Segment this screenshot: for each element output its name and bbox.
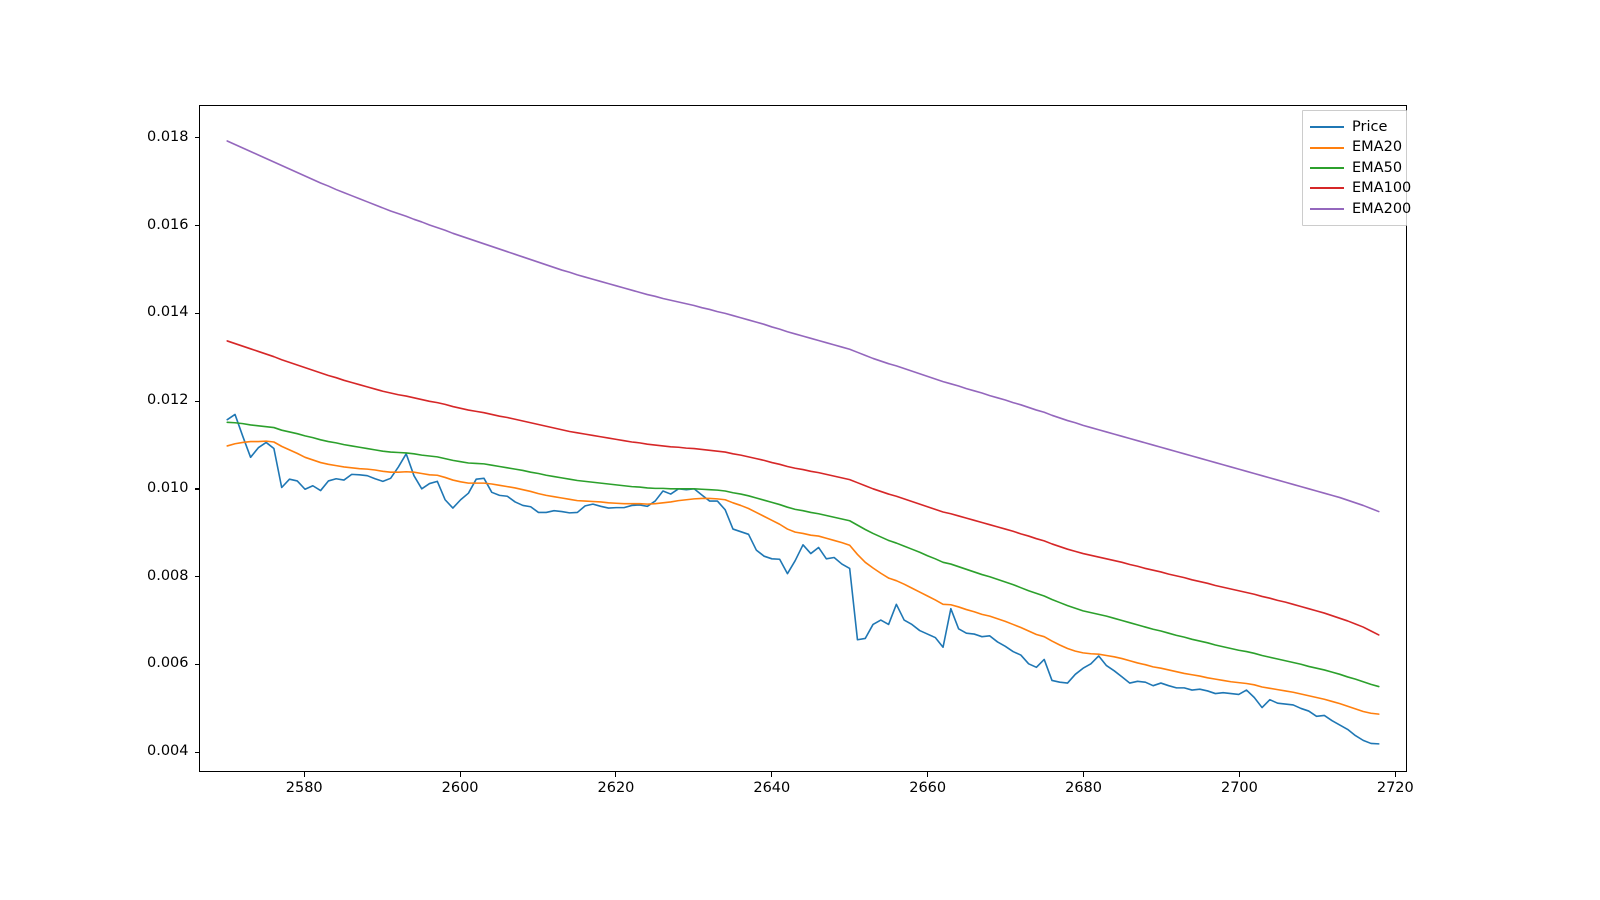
legend-item-ema50[interactable]: EMA50 (1310, 158, 1403, 178)
y-tick-label: 0.008 (146, 567, 189, 584)
legend-label: EMA20 (1352, 139, 1403, 156)
y-tick-mark (194, 488, 199, 490)
legend-label: EMA50 (1352, 159, 1403, 176)
y-tick-mark (194, 225, 199, 227)
x-tick-mark (1394, 772, 1396, 777)
y-tick-mark (194, 663, 199, 666)
y-tick-label: 0.004 (146, 743, 189, 760)
series-line-ema20 (226, 440, 1380, 715)
y-tick-mark (194, 576, 199, 578)
x-tick-label: 2660 (909, 780, 947, 796)
x-tick-mark (615, 772, 617, 777)
y-tick-label: 0.006 (146, 655, 189, 672)
legend-label: EMA100 (1352, 180, 1412, 197)
legend-item-ema20[interactable]: EMA20 (1310, 137, 1403, 157)
y-tick-mark (194, 312, 199, 314)
plot-axes (199, 105, 1407, 772)
legend-item-ema200[interactable]: EMA200 (1310, 199, 1411, 219)
x-tick-mark (303, 772, 305, 777)
x-tick-mark (459, 772, 461, 777)
x-tick-mark (927, 772, 929, 777)
legend-swatch-ema100-icon (1310, 187, 1344, 190)
x-tick-label: 2700 (1220, 780, 1258, 796)
series-line-price (226, 413, 1380, 745)
x-tick-mark (1083, 772, 1085, 777)
y-tick-mark (194, 137, 199, 139)
legend-item-ema100[interactable]: EMA100 (1310, 178, 1411, 198)
y-tick-label: 0.010 (146, 479, 189, 496)
legend-item-price[interactable]: Price (1310, 117, 1399, 137)
series-line-ema50 (226, 421, 1380, 688)
y-tick-label: 0.012 (146, 392, 189, 409)
x-tick-label: 2680 (1065, 780, 1103, 796)
y-tick-label: 0.014 (146, 304, 189, 321)
legend-label: Price (1352, 118, 1388, 135)
legend-swatch-ema50-icon (1310, 166, 1344, 169)
y-tick-label: 0.016 (146, 216, 189, 233)
y-tick-mark (194, 751, 199, 753)
x-tick-mark (1238, 772, 1240, 777)
y-tick-mark (194, 400, 199, 402)
legend-swatch-price-icon (1310, 126, 1344, 129)
plot-canvas (226, 140, 1380, 745)
x-tick-label: 2600 (441, 780, 479, 796)
series-line-ema100 (226, 340, 1380, 636)
series-line-ema200 (226, 140, 1380, 513)
y-tick-label: 0.018 (146, 128, 189, 145)
legend-swatch-ema200-icon (1310, 207, 1344, 210)
x-tick-label: 2640 (753, 780, 791, 796)
x-tick-label: 2620 (597, 780, 635, 796)
x-tick-label: 2720 (1376, 780, 1414, 796)
chart-legend: Price EMA20 EMA50 EMA100 EMA200 (1302, 110, 1411, 226)
x-tick-label: 2580 (285, 780, 323, 796)
x-tick-mark (771, 772, 773, 777)
legend-swatch-ema20-icon (1310, 146, 1344, 149)
legend-label: EMA200 (1352, 200, 1412, 217)
